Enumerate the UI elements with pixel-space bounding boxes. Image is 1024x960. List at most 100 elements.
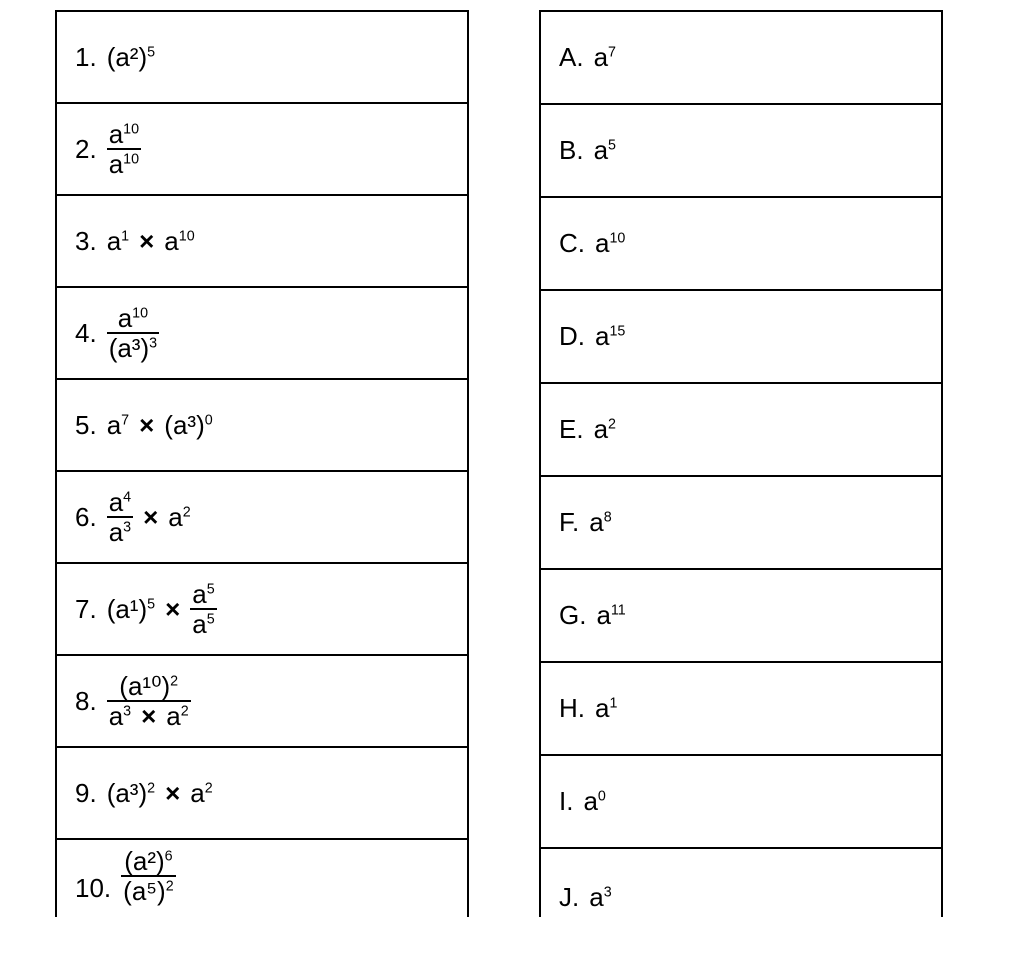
right-row: I. a0 [541, 756, 941, 849]
expression: a3 [589, 882, 611, 913]
expression: a2 [594, 414, 616, 445]
power-term: a11 [596, 600, 625, 631]
row-number: A. [559, 42, 584, 73]
worksheet: 1.(a²)52.a10a103.a1×a104.a10(a³)35.a7×(a… [0, 0, 1024, 917]
row-number: C. [559, 228, 585, 259]
row-number: 5. [75, 410, 97, 441]
power-term: a1 [595, 693, 617, 724]
expression: a1×a10 [107, 226, 195, 257]
right-row: B. a5 [541, 105, 941, 198]
left-row: 3. a1×a10 [57, 196, 467, 288]
expression: a15 [595, 321, 625, 352]
row-number: D. [559, 321, 585, 352]
row-number: 3. [75, 226, 97, 257]
power-term: a7 [594, 42, 616, 73]
fraction-denominator: (a³)3 [107, 335, 159, 361]
answers-column: A. a7 B. a5 C. a10 D. a15 E. a2 F. a8 G. a11 H. a1 I. a0 J… [539, 10, 943, 917]
power-term: (a¹)5 [107, 594, 155, 625]
fraction-denominator: (a⁵)2 [121, 878, 176, 904]
expression: (a¹⁰)2 a3×a2 [107, 673, 191, 729]
right-row: C. a10 [541, 198, 941, 291]
power-term: (a³)2 [107, 778, 155, 809]
row-number: F. [559, 507, 579, 538]
left-row: 1. (a²)5 [57, 12, 467, 104]
power-term: a3 [589, 882, 611, 913]
power-term: a10 [118, 305, 148, 331]
fraction-denominator: a5 [190, 611, 216, 637]
row-number: H. [559, 693, 585, 724]
times-operator: × [135, 410, 158, 441]
power-term: (a¹⁰)2 [119, 673, 178, 699]
fraction-numerator: a5 [190, 581, 216, 607]
right-row: F. a8 [541, 477, 941, 570]
power-term: a10 [164, 226, 194, 257]
times-operator: × [161, 594, 184, 625]
row-number: 2. [75, 134, 97, 165]
times-operator: × [139, 502, 162, 533]
power-term: a2 [190, 778, 212, 809]
power-term: a5 [594, 135, 616, 166]
right-row: D. a15 [541, 291, 941, 384]
power-term: a10 [109, 151, 139, 177]
power-term: a5 [192, 611, 214, 637]
left-row: 10. (a²)6 (a⁵)2 [57, 840, 467, 908]
power-term: a10 [595, 228, 625, 259]
power-term: a8 [589, 507, 611, 538]
expression: a7×(a³)0 [107, 410, 213, 441]
power-term: a2 [166, 703, 188, 729]
expression: (a²)6 (a⁵)2 [121, 848, 176, 904]
left-row: 4.a10(a³)3 [57, 288, 467, 380]
expression: (a²)5 [107, 42, 155, 73]
right-row: J.a3 [541, 849, 941, 917]
row-number: 10. [75, 873, 111, 904]
expression: a8 [589, 507, 611, 538]
fraction: a10 (a³)3 [107, 305, 159, 361]
expression: a1 [595, 693, 617, 724]
power-term: a1 [107, 226, 129, 257]
power-term: (a⁵)2 [123, 878, 174, 904]
questions-column: 1.(a²)52.a10a103.a1×a104.a10(a³)35.a7×(a… [55, 10, 469, 917]
right-row: H. a1 [541, 663, 941, 756]
times-operator: × [161, 778, 184, 809]
power-term: a3 [109, 703, 131, 729]
expression: a11 [596, 600, 625, 631]
fraction-denominator: a10 [107, 151, 141, 177]
row-number: E. [559, 414, 584, 445]
fraction-numerator: a4 [107, 489, 133, 515]
power-term: a7 [107, 410, 129, 441]
left-row: 8.(a¹⁰)2a3×a2 [57, 656, 467, 748]
expression: a7 [594, 42, 616, 73]
right-row: A. a7 [541, 12, 941, 105]
fraction-numerator: a10 [107, 121, 141, 147]
expression: a4a3×a2 [107, 489, 191, 545]
left-row: 5. a7×(a³)0 [57, 380, 467, 472]
power-term: a4 [109, 489, 131, 515]
power-term: (a²)6 [124, 848, 172, 874]
left-row: 7.(a¹)5×a5a5 [57, 564, 467, 656]
row-number: 6. [75, 502, 97, 533]
left-row: 2.a10a10 [57, 104, 467, 196]
left-row: 9. (a³)2×a2 [57, 748, 467, 840]
expression: (a¹)5×a5a5 [107, 581, 217, 637]
power-term: a2 [594, 414, 616, 445]
right-row: G. a11 [541, 570, 941, 663]
expression: a10a10 [107, 121, 141, 177]
power-term: (a²)5 [107, 42, 155, 73]
power-term: a3 [109, 519, 131, 545]
times-operator: × [137, 703, 160, 729]
row-number: I. [559, 786, 573, 817]
times-operator: × [135, 226, 158, 257]
fraction-numerator: (a²)6 [122, 848, 174, 874]
row-number: B. [559, 135, 584, 166]
expression: a5 [594, 135, 616, 166]
power-term: a0 [583, 786, 605, 817]
expression: (a³)2×a2 [107, 778, 213, 809]
row-number: G. [559, 600, 586, 631]
fraction: a4a3 [107, 489, 133, 545]
power-term: a5 [192, 581, 214, 607]
fraction: (a¹⁰)2 a3×a2 [107, 673, 191, 729]
row-number: 9. [75, 778, 97, 809]
row-number: 1. [75, 42, 97, 73]
left-row: 6.a4a3×a2 [57, 472, 467, 564]
fraction: a5a5 [190, 581, 216, 637]
